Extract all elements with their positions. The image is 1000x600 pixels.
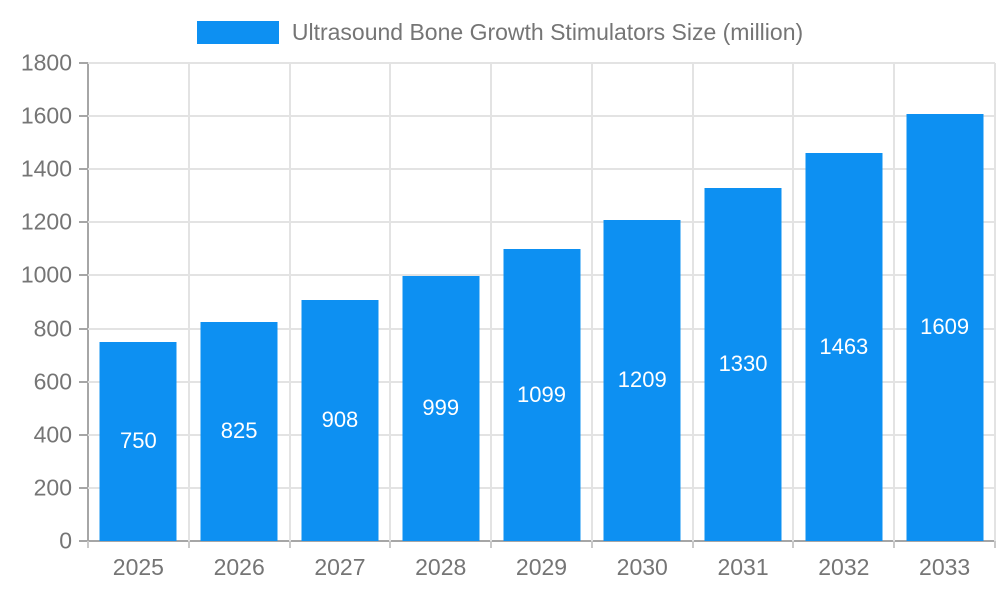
y-tick-mark: [79, 433, 88, 436]
x-axis-tick-label: 2028: [415, 554, 467, 580]
v-gridline: [490, 63, 493, 541]
bar-2030[interactable]: 1209: [603, 219, 681, 541]
v-gridline: [590, 63, 593, 541]
y-tick-mark: [79, 221, 88, 224]
legend-swatch: [196, 20, 279, 44]
h-gridline: [88, 168, 995, 171]
x-tick-mark: [792, 541, 795, 548]
v-gridline: [994, 63, 996, 541]
y-axis-tick-label: 0: [59, 527, 72, 554]
v-gridline: [691, 63, 694, 541]
x-tick-mark: [288, 541, 291, 548]
y-tick-mark: [79, 486, 88, 489]
y-axis-tick-label: 800: [33, 315, 72, 342]
y-tick-mark: [79, 540, 88, 542]
y-axis-tick-label: 1200: [20, 208, 72, 235]
x-axis-tick-label: 2033: [919, 554, 971, 580]
chart-legend[interactable]: Ultrasound Bone Growth Stimulators Size …: [0, 15, 1000, 49]
x-axis-tick-label: 2029: [515, 554, 568, 580]
v-gridline: [893, 63, 896, 541]
y-tick-mark: [79, 115, 88, 118]
y-axis-line: [87, 63, 89, 541]
bar-value-label: 825: [220, 418, 258, 444]
bar-value-label: 1099: [517, 382, 566, 408]
bar-2026[interactable]: 825: [200, 321, 278, 541]
legend-label: Ultrasound Bone Growth Stimulators Size …: [291, 18, 804, 45]
bar-value-label: 1209: [617, 367, 667, 393]
x-axis-tick-label: 2025: [112, 554, 164, 580]
y-axis-tick-label: 600: [33, 368, 72, 395]
y-tick-mark: [79, 274, 88, 277]
x-axis-tick-label: 2030: [616, 554, 668, 580]
y-axis-tick-label: 1000: [20, 261, 72, 288]
y-tick-mark: [79, 380, 88, 383]
plot-area: 0 200 400 600 800 1000 1200 1400 1600 1800 750 2025…: [21, 50, 996, 580]
x-tick-mark: [994, 541, 996, 548]
bar-value-label: 1463: [819, 333, 869, 359]
y-axis-tick-label: 1600: [20, 102, 72, 129]
bar-2033[interactable]: 1609: [906, 113, 984, 541]
x-axis-tick-label: 2031: [717, 554, 769, 580]
y-axis-tick-label: 1400: [20, 155, 72, 182]
bar-2032[interactable]: 1463: [805, 152, 883, 541]
bar-2029[interactable]: 1099: [503, 249, 580, 541]
y-axis-tick-label: 200: [33, 474, 72, 501]
x-tick-mark: [893, 541, 896, 548]
h-gridline: [88, 115, 995, 118]
v-gridline: [187, 63, 190, 541]
bar-2025[interactable]: 750: [99, 341, 177, 541]
h-gridline: [88, 62, 995, 64]
v-gridline: [288, 63, 291, 541]
v-gridline: [792, 63, 795, 541]
x-axis-tick-label: 2027: [314, 554, 366, 580]
v-gridline: [389, 63, 392, 541]
y-axis-tick-label: 1800: [20, 49, 72, 76]
x-tick-mark: [187, 541, 190, 548]
x-tick-mark: [87, 541, 89, 548]
x-tick-mark: [691, 541, 694, 548]
bar-value-label: 1609: [920, 314, 970, 340]
bar-2027[interactable]: 908: [301, 299, 379, 541]
bar-value-label: 908: [321, 407, 359, 433]
bar-value-label: 999: [422, 395, 460, 421]
x-axis-tick-label: 2026: [213, 554, 265, 580]
y-tick-mark: [79, 168, 88, 171]
x-axis-line: [79, 540, 995, 542]
bar-2028[interactable]: 999: [402, 275, 480, 541]
y-tick-mark: [79, 62, 88, 64]
x-tick-mark: [490, 541, 493, 548]
x-axis-tick-label: 2032: [818, 554, 870, 580]
bar-2031[interactable]: 1330: [704, 187, 782, 541]
x-tick-mark: [389, 541, 392, 548]
bar-value-label: 750: [120, 428, 157, 454]
x-tick-mark: [590, 541, 593, 548]
y-tick-mark: [79, 327, 88, 330]
bar-value-label: 1330: [718, 351, 768, 377]
y-axis-tick-label: 400: [33, 421, 72, 448]
h-gridline: [88, 221, 995, 224]
